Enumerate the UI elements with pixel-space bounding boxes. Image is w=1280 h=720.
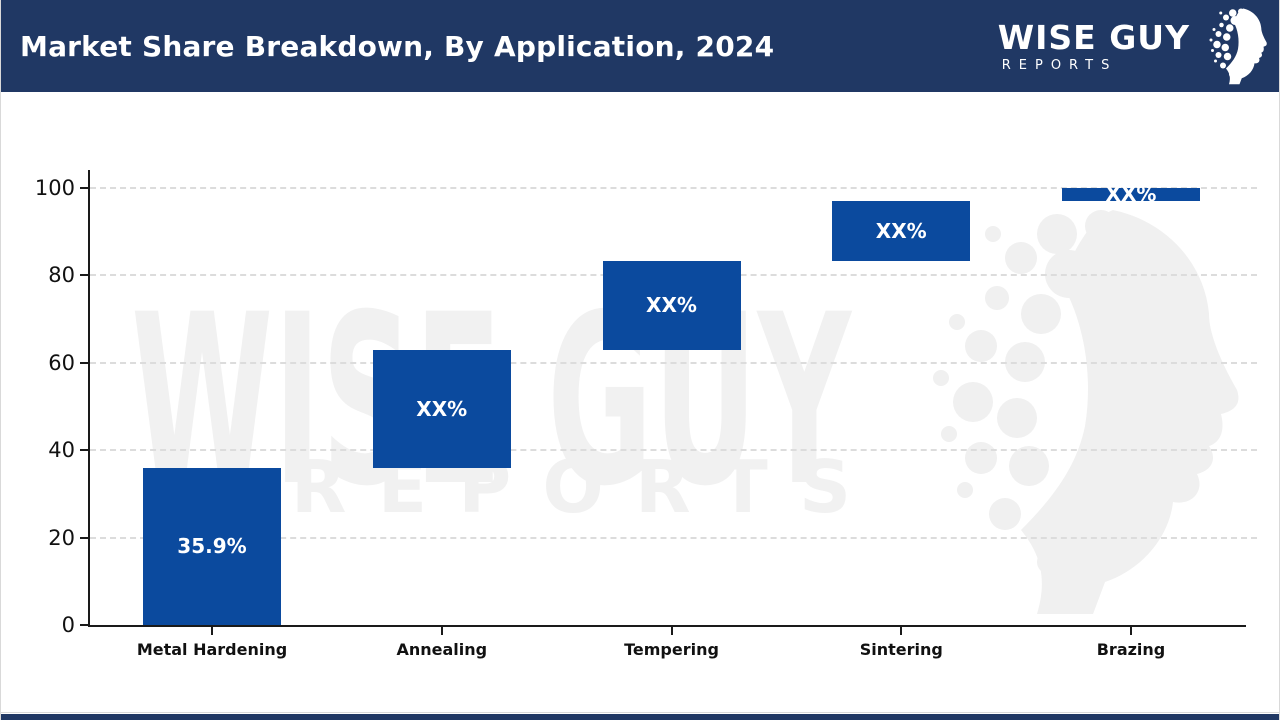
gridline: [90, 186, 1257, 189]
x-tick-label: Annealing: [396, 640, 488, 659]
y-tick: [80, 186, 88, 189]
x-axis: [88, 625, 1246, 627]
bar-label: XX%: [875, 219, 927, 244]
y-tick: [80, 624, 88, 626]
x-tick: [670, 627, 673, 635]
bar-sintering: [832, 201, 971, 261]
bar-label: XX%: [646, 293, 697, 318]
x-tick: [1130, 627, 1132, 635]
bar-tempering: [602, 261, 741, 350]
y-tick: [80, 536, 88, 539]
logo-subtext: REPORTS: [1001, 57, 1118, 73]
y-tick: [80, 449, 88, 451]
gridline: [90, 536, 1257, 539]
y-tick-label: 40: [48, 438, 75, 462]
bar-metal-hardening: [143, 467, 281, 625]
y-tick-label: 60: [48, 350, 75, 375]
x-tick-label: Tempering: [624, 640, 719, 659]
logo-text: WISE GUY REPORTS: [998, 21, 1190, 72]
bar-brazing: [1062, 187, 1200, 202]
bar-label: XX%: [416, 396, 468, 421]
header-bar: Market Share Breakdown, By Application, …: [1, 0, 1279, 92]
gridline: [90, 449, 1257, 451]
y-tick: [80, 274, 88, 276]
page-title: Market Share Breakdown, By Application, …: [20, 29, 775, 63]
bar-label: XX%: [1105, 182, 1157, 207]
y-tick-label: 0: [61, 613, 75, 637]
x-tick-label: Brazing: [1096, 640, 1166, 659]
footer-bar: [1, 714, 1279, 720]
x-tick: [211, 627, 213, 635]
y-tick-label: 20: [48, 525, 75, 550]
bar-annealing: [372, 349, 511, 468]
x-tick-label: Sintering: [859, 640, 943, 659]
y-tick-label: 80: [48, 263, 75, 287]
y-axis: [88, 170, 90, 627]
wise-guy-logo: WISE GUY REPORTS: [998, 6, 1268, 86]
x-tick: [900, 627, 903, 635]
x-tick: [440, 627, 443, 635]
gridline: [90, 361, 1257, 364]
logo-wordmark: WISE GUY: [997, 17, 1190, 57]
wiseguy-head-icon: [1209, 8, 1267, 85]
x-tick-label: Metal Hardening: [136, 640, 288, 659]
bar-label: 35.9%: [177, 534, 247, 559]
y-tick-label: 100: [34, 175, 75, 200]
y-tick: [80, 361, 88, 364]
